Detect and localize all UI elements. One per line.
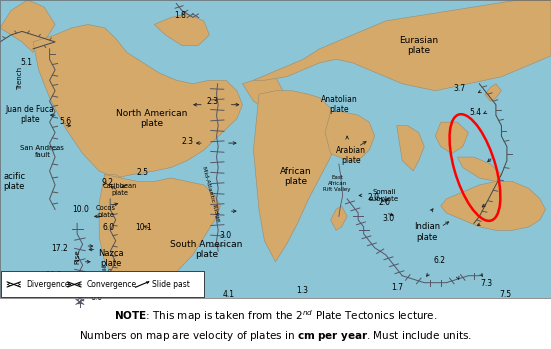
Text: East
African
Rift Valley: East African Rift Valley xyxy=(323,175,351,192)
Text: Anatolian
plate: Anatolian plate xyxy=(321,95,357,114)
Text: 1.3: 1.3 xyxy=(296,286,308,295)
Text: 17.2: 17.2 xyxy=(51,244,68,253)
Bar xyxy=(1,271,204,297)
Text: 3.7: 3.7 xyxy=(453,84,466,94)
Text: 7.5: 7.5 xyxy=(500,290,512,299)
Text: Arabian
plate: Arabian plate xyxy=(336,146,366,165)
Text: African
plate: African plate xyxy=(279,166,311,186)
Text: 2.0: 2.0 xyxy=(378,198,390,207)
Polygon shape xyxy=(397,126,424,171)
Text: Cocos
plate: Cocos plate xyxy=(96,205,116,218)
Text: 6.2: 6.2 xyxy=(434,255,446,265)
Text: 11.1: 11.1 xyxy=(125,273,142,282)
Text: 2.3: 2.3 xyxy=(181,137,193,146)
Text: Caribbean
plate: Caribbean plate xyxy=(103,183,137,196)
Polygon shape xyxy=(457,157,501,181)
Text: 2.0: 2.0 xyxy=(367,193,379,202)
Text: 2.5: 2.5 xyxy=(136,168,148,177)
Polygon shape xyxy=(0,0,55,52)
Polygon shape xyxy=(253,0,551,91)
Text: Mid-Atlantic Ridge: Mid-Atlantic Ridge xyxy=(201,165,220,222)
Text: Eurasian
plate: Eurasian plate xyxy=(399,36,439,55)
Text: Rise: Rise xyxy=(74,249,80,264)
Polygon shape xyxy=(441,181,545,230)
Text: 6.0: 6.0 xyxy=(90,293,102,302)
Text: 16.8: 16.8 xyxy=(46,271,62,280)
Text: Convergence: Convergence xyxy=(87,280,137,289)
Text: 5.6: 5.6 xyxy=(59,117,71,126)
Text: Peru-Chile
Trench: Peru-Chile Trench xyxy=(102,263,113,291)
Polygon shape xyxy=(331,206,347,230)
Text: acific
plate: acific plate xyxy=(3,172,25,191)
Text: San Andreas
fault: San Andreas fault xyxy=(20,145,64,158)
Text: 3.0: 3.0 xyxy=(220,231,232,240)
Polygon shape xyxy=(435,122,468,154)
Text: 7.3: 7.3 xyxy=(480,279,493,288)
Bar xyxy=(0,0,551,298)
Text: Nazca
plate: Nazca plate xyxy=(99,248,124,268)
Polygon shape xyxy=(325,112,375,161)
Polygon shape xyxy=(99,174,220,297)
Text: Numbers on map are velocity of plates in $\mathbf{cm\ per\ year}$. Must include : Numbers on map are velocity of plates in… xyxy=(79,329,472,343)
Polygon shape xyxy=(154,14,209,45)
Text: Trench: Trench xyxy=(18,67,23,90)
Text: 9.2: 9.2 xyxy=(101,178,114,187)
Polygon shape xyxy=(485,84,501,101)
Text: 3.0: 3.0 xyxy=(382,214,395,223)
Polygon shape xyxy=(253,91,336,262)
Text: 1.8: 1.8 xyxy=(174,11,186,20)
Text: 6.0: 6.0 xyxy=(102,223,115,232)
Text: Somali
subplate: Somali subplate xyxy=(369,189,399,202)
Polygon shape xyxy=(105,174,138,195)
Text: South American
plate: South American plate xyxy=(170,240,243,259)
Text: Divergence: Divergence xyxy=(26,280,70,289)
Text: 5.4: 5.4 xyxy=(469,108,481,117)
Text: 4.1: 4.1 xyxy=(223,290,235,299)
Bar xyxy=(0,0,551,298)
Text: North American
plate: North American plate xyxy=(116,109,187,128)
Text: 2.3: 2.3 xyxy=(206,97,218,106)
Text: 10.0: 10.0 xyxy=(73,205,89,214)
Text: $\mathbf{NOTE}$: This map is taken from the 2$^{nd}$ Plate Tectonics lecture.: $\mathbf{NOTE}$: This map is taken from … xyxy=(114,308,437,324)
Polygon shape xyxy=(242,77,287,108)
Text: 5.1: 5.1 xyxy=(20,58,32,67)
Text: 1.7: 1.7 xyxy=(391,283,403,292)
Text: Juan de Fuca
plate: Juan de Fuca plate xyxy=(6,105,54,124)
Text: Indian
plate: Indian plate xyxy=(414,222,440,242)
Text: 10.1: 10.1 xyxy=(136,223,152,232)
Text: Slide past: Slide past xyxy=(152,280,190,289)
Polygon shape xyxy=(33,24,242,178)
